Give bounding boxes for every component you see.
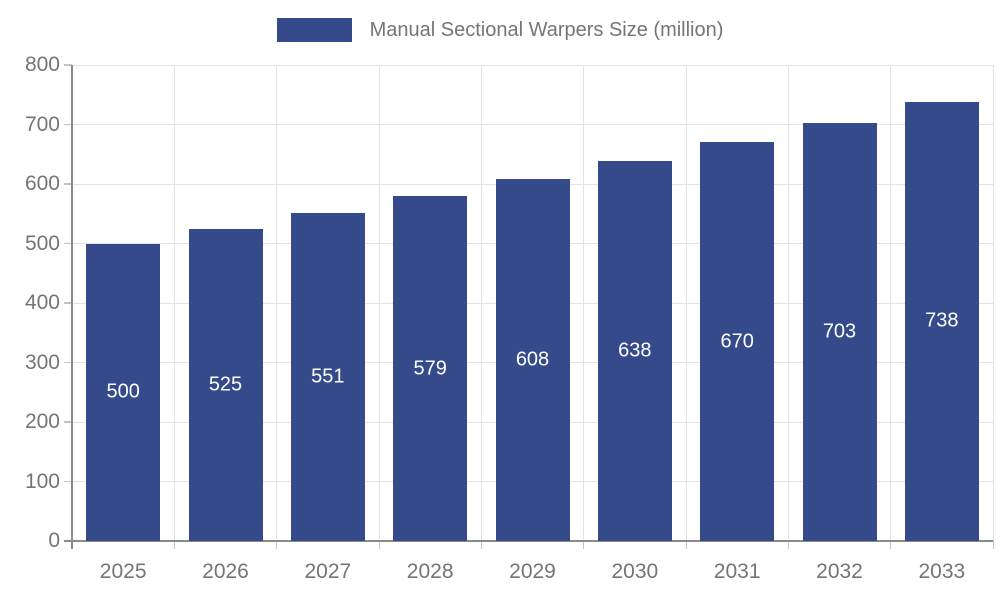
x-axis-tick bbox=[685, 541, 687, 549]
gridline-vertical bbox=[787, 65, 789, 541]
y-axis-tick bbox=[64, 123, 72, 126]
bar bbox=[495, 179, 570, 541]
gridline-vertical bbox=[685, 65, 687, 541]
bar bbox=[802, 122, 877, 541]
x-axis-tick bbox=[276, 541, 278, 549]
bar bbox=[290, 213, 365, 541]
bar bbox=[393, 196, 468, 541]
x-tick-label: 2029 bbox=[509, 560, 556, 583]
x-axis-tick bbox=[480, 541, 482, 549]
x-tick-label: 2031 bbox=[713, 560, 761, 583]
bar-value-label: 738 bbox=[925, 309, 959, 332]
gridline-vertical bbox=[276, 65, 278, 541]
x-tick-label: 2027 bbox=[304, 560, 352, 583]
y-tick-label: 100 bbox=[24, 469, 60, 493]
legend-swatch bbox=[276, 18, 352, 42]
x-axis-tick bbox=[890, 541, 892, 549]
y-axis-tick bbox=[64, 242, 72, 245]
y-axis-tick bbox=[64, 480, 72, 483]
x-axis-tick bbox=[787, 541, 789, 549]
x-tick-label: 2025 bbox=[99, 560, 147, 583]
y-tick-label: 200 bbox=[24, 410, 60, 433]
x-tick-label: 2033 bbox=[918, 560, 966, 583]
y-tick-label: 600 bbox=[24, 172, 60, 195]
x-tick-label: 2032 bbox=[816, 560, 863, 583]
y-axis-tick bbox=[64, 421, 72, 423]
gridline-vertical bbox=[173, 65, 175, 541]
gridline-vertical bbox=[890, 65, 892, 541]
x-tick-label: 2028 bbox=[406, 560, 454, 583]
gridline-horizontal bbox=[72, 124, 993, 125]
bar-value-label: 551 bbox=[311, 365, 345, 388]
x-axis-line bbox=[64, 540, 993, 542]
bar bbox=[188, 228, 263, 541]
bar bbox=[86, 243, 161, 541]
bar-value-label: 525 bbox=[208, 373, 243, 396]
bar-value-label: 670 bbox=[720, 330, 754, 353]
gridline-vertical bbox=[378, 65, 380, 541]
bar bbox=[904, 101, 979, 541]
bar-value-label: 703 bbox=[822, 320, 857, 343]
gridline-vertical bbox=[992, 65, 994, 541]
legend: Manual Sectional Warpers Size (million) bbox=[0, 18, 1000, 42]
gridline-horizontal bbox=[72, 64, 993, 66]
bar-value-label: 608 bbox=[515, 348, 550, 371]
bar-value-label: 638 bbox=[618, 339, 652, 362]
gridline-vertical bbox=[583, 65, 585, 541]
bar-value-label: 500 bbox=[106, 380, 140, 403]
legend-label: Manual Sectional Warpers Size (million) bbox=[369, 18, 724, 41]
y-axis-tick bbox=[64, 64, 72, 66]
y-tick-label: 400 bbox=[24, 291, 60, 314]
x-axis-tick bbox=[378, 541, 380, 549]
y-tick-label: 500 bbox=[24, 231, 60, 255]
y-tick-label: 0 bbox=[48, 529, 60, 552]
y-axis-tick bbox=[64, 302, 72, 304]
y-tick-label: 800 bbox=[24, 53, 60, 76]
bar bbox=[597, 161, 672, 541]
x-axis-tick bbox=[583, 541, 585, 549]
y-axis-line bbox=[71, 65, 73, 549]
x-axis-tick bbox=[173, 541, 175, 549]
x-tick-label: 2030 bbox=[611, 560, 659, 583]
y-axis-tick bbox=[64, 183, 72, 185]
x-axis-tick bbox=[992, 541, 994, 549]
bar-value-label: 579 bbox=[413, 357, 447, 380]
y-tick-label: 300 bbox=[24, 350, 60, 374]
bar bbox=[700, 142, 775, 541]
x-tick-label: 2026 bbox=[202, 560, 249, 583]
y-axis-tick bbox=[64, 361, 72, 364]
y-tick-label: 700 bbox=[24, 112, 60, 136]
gridline-vertical bbox=[480, 65, 482, 541]
